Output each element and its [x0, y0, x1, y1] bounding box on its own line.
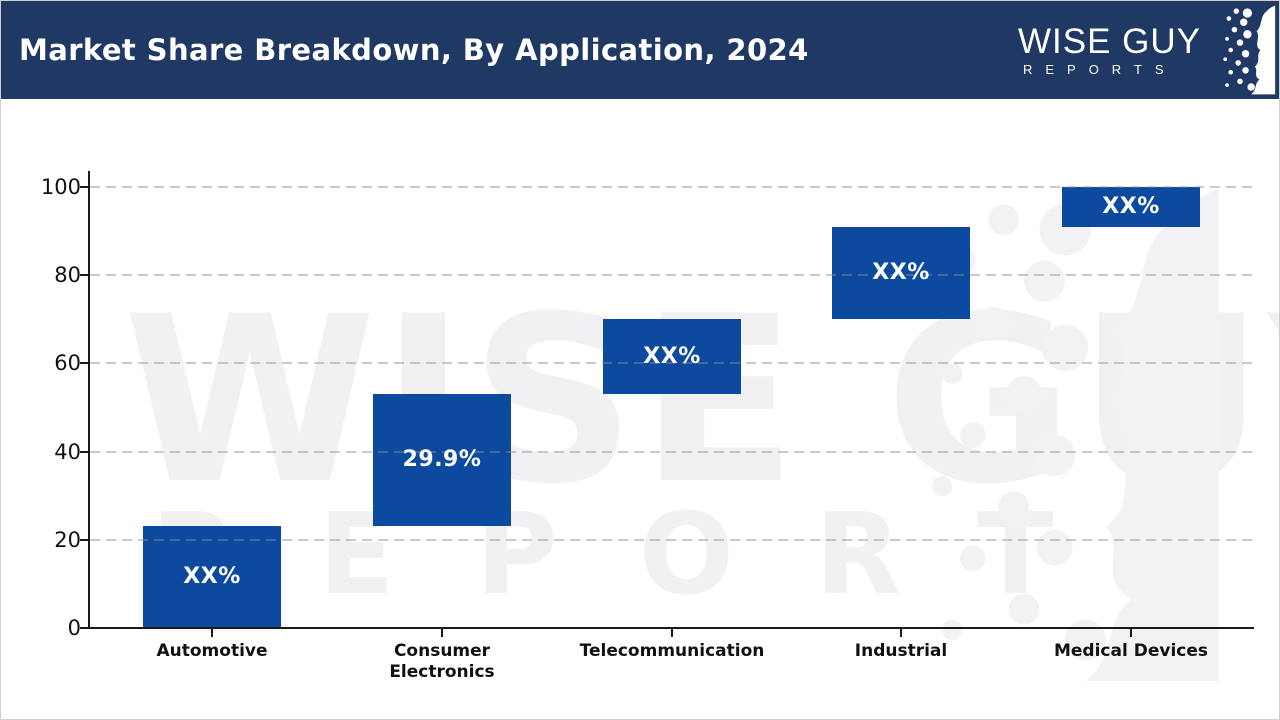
x-axis-tickmark-consumer-electronics — [441, 629, 443, 637]
y-axis-tick-label-20: 20 — [54, 527, 81, 552]
bar-medical-devices — [1062, 187, 1200, 227]
gridline-100 — [90, 186, 1254, 188]
x-axis-tickmark-industrial — [900, 629, 902, 637]
x-axis-label-telecommunication: Telecommunication — [579, 641, 765, 661]
face-profile-logo-icon — [1223, 5, 1276, 95]
y-axis-tick-label-80: 80 — [54, 263, 81, 288]
logo-primary-text: WISE GUY — [1017, 22, 1201, 61]
y-axis-tick-label-40: 40 — [54, 439, 81, 464]
y-axis-tickmark-80 — [80, 274, 89, 277]
y-axis-tick-label-0: 0 — [67, 616, 81, 640]
bar-value-label-consumer-electronics: 29.9% — [402, 447, 482, 473]
x-axis-tickmark-medical-devices — [1130, 629, 1132, 637]
x-axis-line — [88, 627, 1254, 629]
bar-value-label-medical-devices: XX% — [1102, 193, 1160, 219]
y-axis-tickmark-60 — [80, 362, 89, 365]
bar-industrial — [832, 226, 970, 320]
y-axis-tick-label-100: 100 — [40, 175, 81, 199]
x-axis-tickmark-automotive — [211, 629, 213, 637]
x-axis-tickmark-telecommunication — [671, 629, 673, 637]
y-axis-tickmark-100 — [80, 186, 89, 188]
wise-guy-logo: WISE GUY REPORTS — [1017, 5, 1279, 95]
logo-secondary-text: REPORTS — [1022, 62, 1177, 77]
y-axis-tickmark-40 — [80, 450, 89, 453]
page-title: Market Share Breakdown, By Application, … — [19, 33, 809, 67]
gridline-60 — [90, 362, 1254, 365]
bar-value-label-telecommunication: XX% — [643, 343, 701, 369]
header-banner: Market Share Breakdown, By Application, … — [1, 1, 1279, 99]
bar-value-label-industrial: XX% — [872, 259, 930, 285]
bar-automotive — [143, 526, 281, 628]
gridline-20 — [90, 538, 1254, 541]
x-axis-label-automotive: Automotive — [156, 641, 268, 661]
x-axis-label-consumer-electronics: Consumer Electronics — [389, 641, 495, 683]
x-axis-label-medical-devices: Medical Devices — [1053, 641, 1208, 661]
x-axis-label-industrial: Industrial — [854, 641, 948, 661]
y-axis-tick-label-60: 60 — [54, 351, 81, 376]
y-axis-tickmark-0 — [80, 627, 89, 629]
watermark-text-secondary: REPORTS — [151, 490, 1280, 620]
gridline-40 — [90, 450, 1254, 453]
y-axis-tickmark-20 — [80, 538, 89, 541]
bar-value-label-automotive: XX% — [183, 564, 241, 590]
bar-consumer-electronics — [373, 394, 511, 527]
y-axis-line — [88, 171, 90, 629]
bar-telecommunication — [603, 319, 741, 395]
gridline-80 — [90, 274, 1254, 277]
